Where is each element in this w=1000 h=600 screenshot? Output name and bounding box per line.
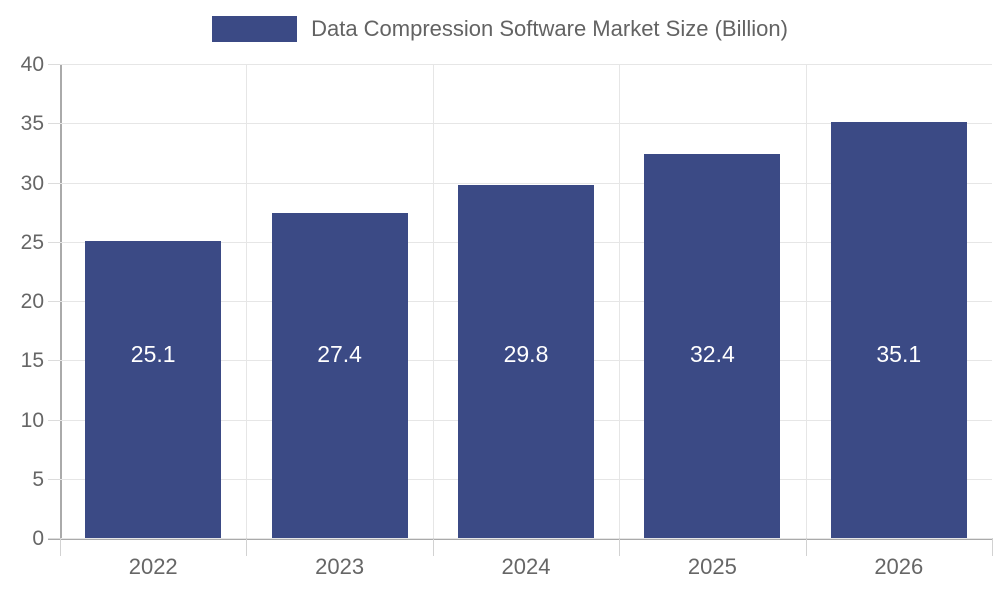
y-axis-tick-mark — [48, 360, 60, 362]
y-axis-tick-label: 35 — [20, 112, 44, 136]
y-axis-tick-label: 30 — [20, 171, 44, 195]
y-axis-tick-mark — [48, 123, 60, 125]
gridline-horizontal — [60, 64, 992, 65]
y-axis-tick-mark — [48, 182, 60, 184]
gridline-vertical — [432, 64, 434, 538]
legend-swatch-icon — [212, 16, 298, 42]
bar-value-label: 27.4 — [317, 341, 362, 368]
x-axis-tick-mark — [432, 538, 434, 556]
y-axis-tick-label: 10 — [20, 408, 44, 432]
bar-2025[interactable]: 32.4 — [644, 154, 781, 538]
gridline-horizontal — [60, 182, 992, 184]
gridline-vertical — [805, 64, 807, 538]
bar-2022[interactable]: 25.1 — [85, 240, 222, 538]
x-axis-tick-mark — [992, 538, 993, 556]
bar-2024[interactable]: 29.8 — [457, 184, 595, 538]
y-axis-tick-label: 15 — [20, 349, 44, 373]
y-axis-tick-mark — [48, 64, 60, 65]
x-axis-tick-label: 2026 — [874, 554, 924, 579]
y-axis-tick-label: 5 — [32, 467, 44, 491]
plot-area: 25.1 27.4 29.8 32.4 35.1 — [48, 64, 993, 556]
x-axis-tick-mark — [805, 538, 807, 556]
x-axis-tick-label: 2023 — [315, 554, 365, 579]
y-axis-tick-mark — [48, 538, 60, 539]
bar-value-label: 35.1 — [876, 341, 922, 368]
y-axis-tick-label: 40 — [20, 53, 44, 76]
y-axis-tick-mark — [48, 478, 60, 480]
bar-2023[interactable]: 27.4 — [271, 213, 408, 538]
bar-value-label: 32.4 — [690, 341, 735, 368]
y-axis-tick-mark — [48, 419, 60, 421]
gridline-vertical — [619, 64, 621, 538]
y-axis-tick-label: 25 — [20, 230, 44, 254]
gridline-vertical — [246, 64, 248, 538]
x-axis-tick-label: 2024 — [501, 554, 551, 579]
x-axis-tick-mark — [619, 538, 621, 556]
bar-value-label: 29.8 — [503, 341, 549, 368]
bar-value-label: 25.1 — [130, 341, 176, 368]
y-axis-tick-label: 20 — [20, 290, 44, 313]
chart-legend: Data Compression Software Market Size (B… — [0, 12, 1000, 46]
x-axis-tick-label: 2022 — [128, 554, 178, 579]
x-axis-tick-label: 2025 — [687, 554, 737, 579]
y-axis-tick-mark — [48, 301, 60, 302]
x-axis-line — [48, 538, 992, 540]
x-axis-tick-mark — [60, 538, 61, 556]
gridline-horizontal — [60, 538, 992, 539]
x-axis-tick-mark — [246, 538, 248, 556]
bar-2026[interactable]: 35.1 — [830, 122, 967, 538]
gridline-horizontal — [60, 123, 992, 125]
y-axis-tick-label: 0 — [32, 527, 44, 550]
legend-label: Data Compression Software Market Size (B… — [311, 16, 788, 41]
y-axis-tick-mark — [48, 241, 60, 243]
